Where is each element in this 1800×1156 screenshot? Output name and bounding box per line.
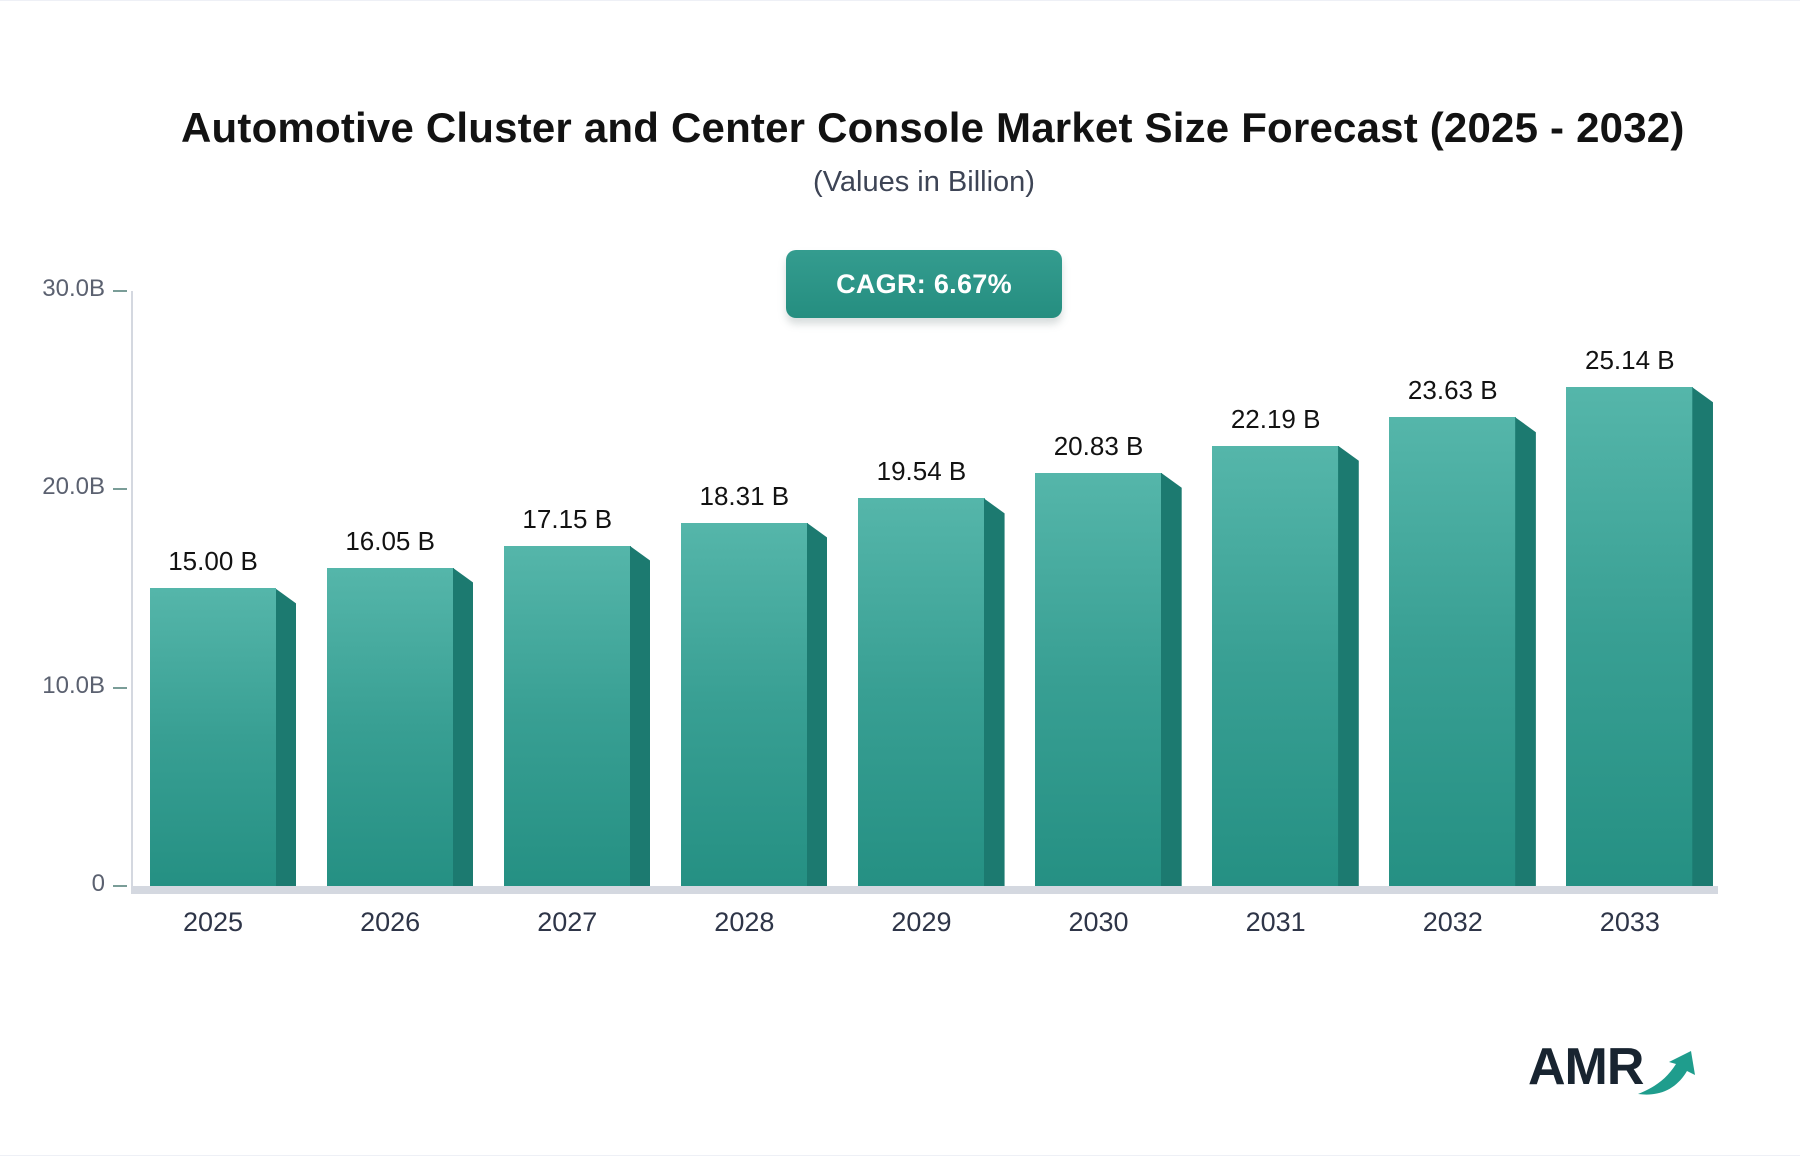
svg-text:AMR: AMR <box>1528 1038 1644 1096</box>
